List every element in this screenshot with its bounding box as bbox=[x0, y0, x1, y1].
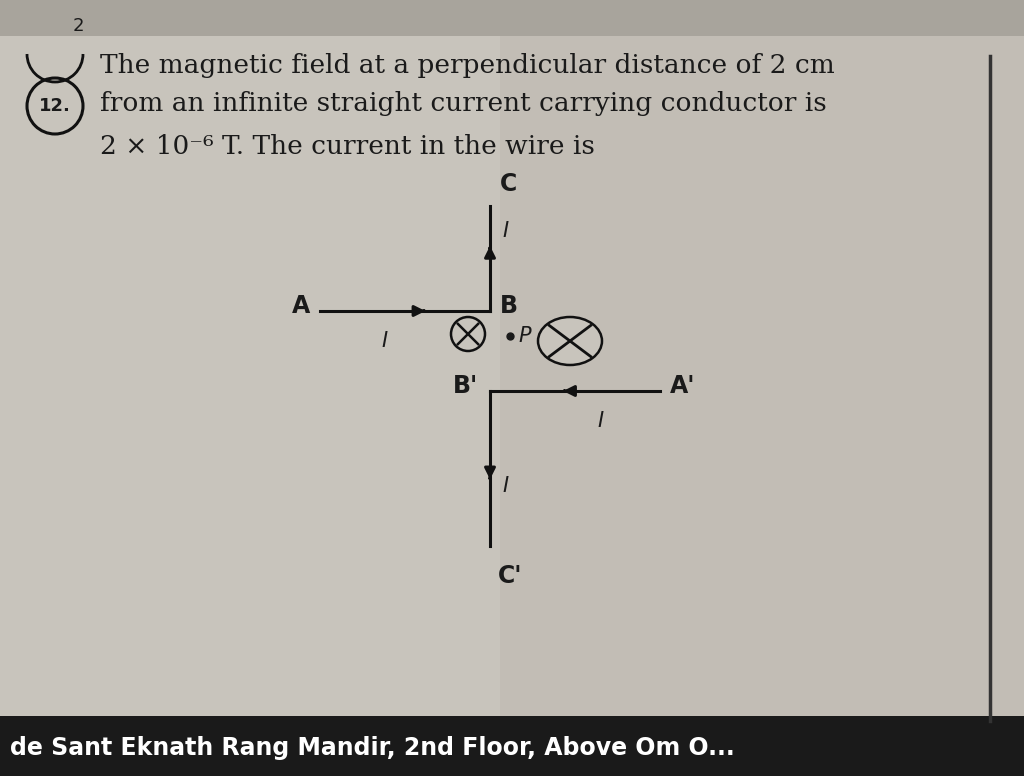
FancyBboxPatch shape bbox=[500, 0, 1024, 776]
Text: I: I bbox=[502, 221, 508, 241]
Text: A: A bbox=[292, 294, 310, 318]
Text: de Sant Eknath Rang Mandir, 2nd Floor, Above Om O...: de Sant Eknath Rang Mandir, 2nd Floor, A… bbox=[10, 736, 735, 760]
Text: from an infinite straight current carrying conductor is: from an infinite straight current carryi… bbox=[100, 92, 826, 116]
Text: B: B bbox=[500, 294, 518, 318]
Text: A': A' bbox=[670, 374, 695, 398]
Circle shape bbox=[451, 317, 485, 351]
FancyBboxPatch shape bbox=[0, 716, 1024, 776]
Text: 2 × 10⁻⁶ T. The current in the wire is: 2 × 10⁻⁶ T. The current in the wire is bbox=[100, 133, 595, 158]
FancyBboxPatch shape bbox=[0, 0, 1024, 36]
Text: The magnetic field at a perpendicular distance of 2 cm: The magnetic field at a perpendicular di… bbox=[100, 54, 835, 78]
Text: I: I bbox=[597, 411, 603, 431]
Text: I: I bbox=[502, 476, 508, 496]
Text: C': C' bbox=[498, 564, 522, 588]
Text: 2: 2 bbox=[73, 17, 85, 35]
Text: I: I bbox=[382, 331, 388, 351]
Text: 12.: 12. bbox=[39, 97, 71, 115]
Text: B': B' bbox=[453, 374, 478, 398]
Text: C: C bbox=[500, 172, 517, 196]
Text: P: P bbox=[518, 326, 530, 346]
Ellipse shape bbox=[538, 317, 602, 365]
